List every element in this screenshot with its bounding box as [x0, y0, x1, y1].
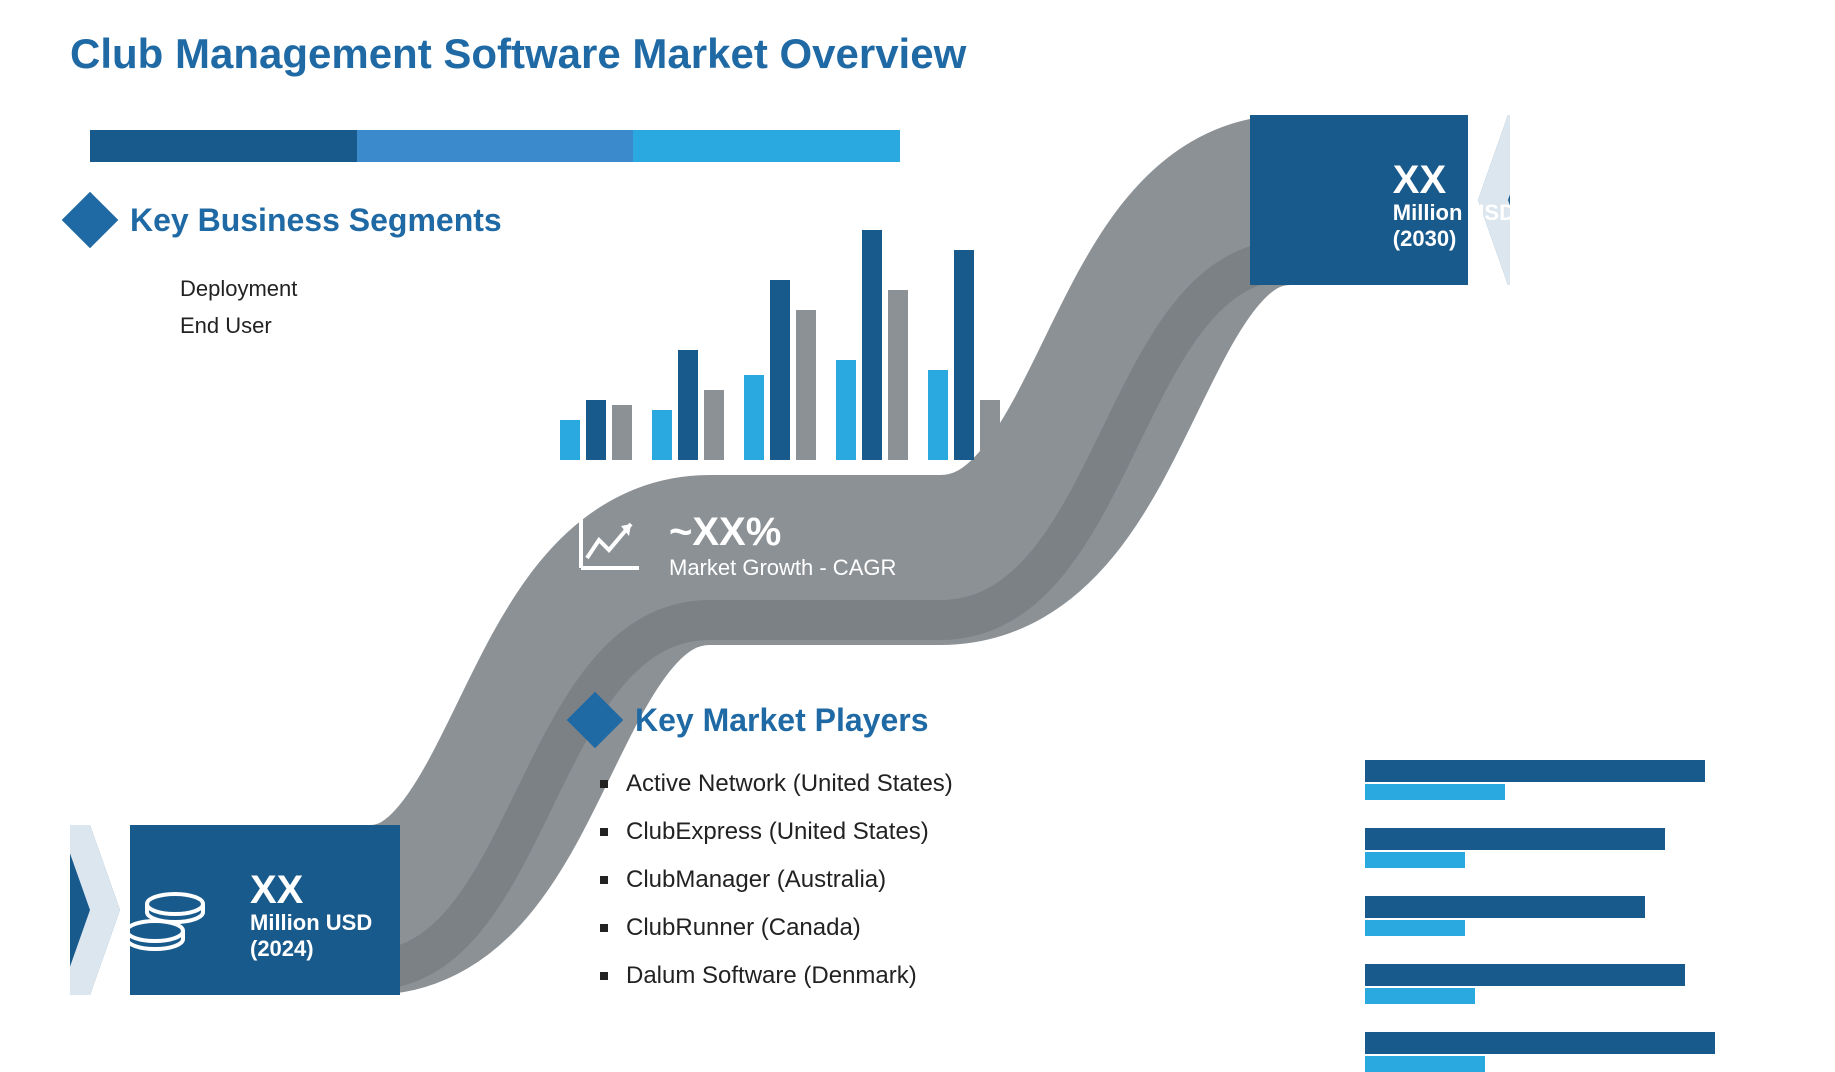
cagr-box: ~XX% Market Growth - CAGR — [575, 510, 896, 581]
hbar-secondary — [1365, 852, 1465, 868]
bar-group — [560, 400, 632, 460]
bar — [796, 310, 816, 460]
bar-group — [928, 250, 1000, 460]
hbar-row — [1365, 828, 1725, 868]
hbar-primary — [1365, 964, 1685, 986]
value-2024-year: (2024) — [250, 936, 372, 962]
cagr-label: Market Growth - CAGR — [669, 555, 896, 581]
players-list: Active Network (United States)ClubExpres… — [600, 760, 953, 1000]
page-title: Club Management Software Market Overview — [70, 30, 966, 78]
hbar-row — [1365, 1032, 1725, 1072]
bar — [560, 420, 580, 460]
hbar-secondary — [1365, 988, 1475, 1004]
players-head: Key Market Players — [575, 700, 929, 740]
player-item: ClubManager (Australia) — [600, 856, 953, 904]
bar — [586, 400, 606, 460]
bar — [928, 370, 948, 460]
diamond-icon — [567, 692, 624, 749]
bar — [954, 250, 974, 460]
bar — [862, 230, 882, 460]
hbar-primary — [1365, 1032, 1715, 1054]
value-2030-year: (2030) — [1393, 226, 1515, 252]
player-item: ClubExpress (United States) — [600, 808, 953, 856]
value-2030-unit: Million USD — [1393, 200, 1515, 226]
bar-chart — [560, 220, 950, 460]
bar — [980, 400, 1000, 460]
bar-group — [652, 350, 724, 460]
value-2030-box: XX Million USD (2030) — [1393, 160, 1635, 252]
bar-group — [836, 230, 908, 460]
hbar-secondary — [1365, 784, 1505, 800]
hbar-primary — [1365, 828, 1665, 850]
hbar-row — [1365, 896, 1725, 936]
bar — [770, 280, 790, 460]
value-2024: XX — [250, 870, 372, 910]
bar-group — [744, 280, 816, 460]
bar — [612, 405, 632, 460]
coins-icon — [120, 876, 210, 956]
player-item: Dalum Software (Denmark) — [600, 952, 953, 1000]
player-item: ClubRunner (Canada) — [600, 904, 953, 952]
players-label: Key Market Players — [635, 702, 929, 739]
trend-up-icon — [575, 510, 645, 580]
value-2024-unit: Million USD — [250, 910, 372, 936]
hbar-chart — [1365, 760, 1725, 1072]
bar — [888, 290, 908, 460]
lightbulb-icon — [1555, 166, 1635, 246]
bar — [744, 375, 764, 460]
hbar-secondary — [1365, 920, 1465, 936]
player-item: Active Network (United States) — [600, 760, 953, 808]
bar — [678, 350, 698, 460]
hbar-primary — [1365, 760, 1705, 782]
hbar-row — [1365, 964, 1725, 1004]
hbar-secondary — [1365, 1056, 1485, 1072]
value-2024-box: XX Million USD (2024) — [120, 870, 372, 962]
bar — [652, 410, 672, 460]
bar — [704, 390, 724, 460]
cagr-value: ~XX% — [669, 510, 896, 555]
bar — [836, 360, 856, 460]
hbar-row — [1365, 760, 1725, 800]
value-2030: XX — [1393, 160, 1515, 200]
hbar-primary — [1365, 896, 1645, 918]
